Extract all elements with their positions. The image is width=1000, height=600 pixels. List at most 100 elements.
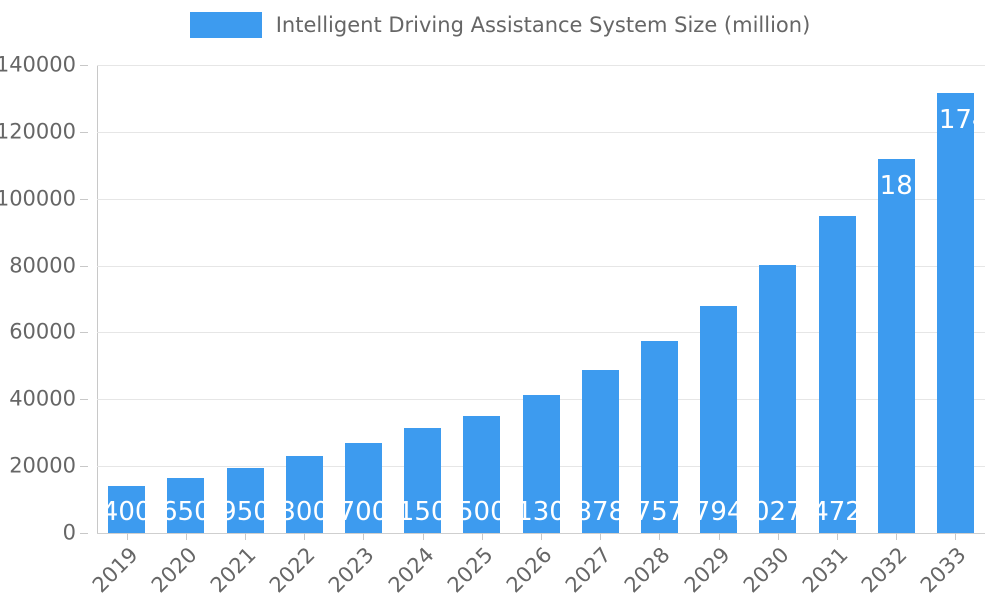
x-axis-tick-mark	[659, 533, 661, 540]
bar[interactable]: 57570	[640, 340, 678, 533]
bar-value-label: 31500	[404, 497, 442, 527]
x-axis-tick-label: 2023	[324, 542, 379, 598]
x-axis-tick-label: 2022	[264, 542, 320, 598]
bar[interactable]: 35000	[463, 416, 501, 533]
bar[interactable]: 48780	[581, 369, 619, 533]
x-axis-tick-mark	[837, 533, 839, 540]
bar-value-label: 41300	[522, 497, 560, 527]
gridline	[97, 332, 985, 334]
bar[interactable]: 41300	[522, 394, 560, 533]
legend-label: Intelligent Driving Assistance System Si…	[275, 12, 811, 37]
x-axis: 2019 2020 2021 2022 2023 2024 2025 2026 2027 2028…	[87, 533, 985, 600]
bar[interactable]: 16500	[167, 477, 205, 533]
y-axis-tick-label: 0	[62, 520, 76, 545]
x-axis-tick-label: 2029	[679, 542, 735, 598]
bar[interactable]: 131744	[936, 92, 974, 533]
x-axis-slot: 2031	[798, 533, 866, 600]
bar-slot: 48780	[571, 65, 630, 533]
bar-slot: 94722	[807, 65, 866, 533]
x-axis-tick-mark	[304, 533, 306, 540]
x-axis-slot: 2027	[561, 533, 630, 600]
y-axis-tick-label: 120000	[0, 119, 76, 144]
x-axis-slot: 2029	[679, 533, 748, 600]
x-axis-tick-mark	[896, 533, 898, 540]
bar-slot: 14000	[97, 65, 156, 533]
x-axis-slot: 2033	[916, 533, 985, 600]
bar-value-label: 23000	[285, 497, 323, 527]
x-axis-tick-label: 2025	[442, 542, 498, 598]
x-axis-tick-label: 2019	[87, 542, 143, 598]
bar-slot: 23000	[275, 65, 334, 533]
bar[interactable]: 14000	[108, 486, 146, 533]
x-axis-slot: 2030	[739, 533, 807, 600]
bar-value-label: 80270	[759, 497, 797, 527]
gridline	[97, 131, 985, 133]
y-axis-line	[97, 65, 98, 533]
x-axis-tick-label: 2030	[738, 542, 794, 598]
y-axis-tick-mark	[80, 65, 88, 66]
x-axis-slot: 2026	[502, 533, 570, 600]
bar[interactable]: 94722	[818, 216, 856, 533]
y-axis-tick-label: 100000	[0, 186, 76, 211]
bar[interactable]: 19500	[226, 467, 264, 533]
x-axis-slot: 2023	[324, 533, 393, 600]
x-axis-tick-mark	[245, 533, 246, 540]
x-axis-tick-label: 2024	[383, 542, 439, 598]
legend-swatch-icon	[189, 12, 262, 38]
legend-item[interactable]: Intelligent Driving Assistance System Si…	[189, 12, 811, 38]
y-axis-tick-mark	[80, 533, 88, 534]
bar-value-label: 57570	[640, 497, 678, 527]
bar[interactable]: 111810	[877, 159, 915, 533]
bar-slot: 27000	[334, 65, 393, 533]
y-axis-tick-mark	[80, 131, 88, 133]
y-axis-tick-label: 140000	[0, 52, 76, 77]
chart-legend: Intelligent Driving Assistance System Si…	[0, 12, 1000, 38]
gridline	[97, 265, 985, 267]
x-axis-tick-mark	[541, 533, 543, 540]
x-axis-tick-mark	[363, 533, 365, 540]
x-axis-tick-label: 2020	[146, 542, 202, 598]
y-axis-tick-mark	[80, 198, 88, 200]
bar-slot: 80270	[748, 65, 807, 533]
x-axis-tick-label: 2032	[857, 542, 912, 598]
bar[interactable]: 31500	[404, 427, 442, 533]
plot-area: 14000 16500 19500 23000 27000 31500 35000 41300…	[97, 65, 985, 534]
y-axis-tick-mark	[80, 332, 88, 334]
x-axis-tick-mark	[422, 533, 424, 540]
x-axis-tick-mark	[777, 533, 779, 540]
y-axis-tick-mark	[80, 265, 88, 267]
bar-value-label: 131744	[937, 104, 974, 135]
x-axis-tick-mark	[600, 533, 602, 540]
y-axis-tick-label: 60000	[9, 319, 76, 344]
bar[interactable]: 23000	[285, 456, 323, 533]
gridline	[97, 533, 985, 534]
bar[interactable]: 80270	[759, 264, 797, 533]
x-axis-tick-label: 2026	[501, 542, 557, 598]
bar-slot: 35000	[452, 65, 511, 533]
x-axis-tick-label: 2031	[797, 542, 853, 598]
x-axis-tick-mark	[185, 533, 187, 540]
bar-value-label: 94722	[818, 497, 856, 527]
bar-value-label: 19500	[226, 497, 264, 527]
y-axis-tick-label: 80000	[9, 253, 76, 278]
x-axis-tick-mark	[955, 533, 957, 540]
bar-value-label: 111810	[878, 171, 915, 202]
y-axis-tick-mark	[80, 466, 88, 468]
x-axis-tick-mark	[718, 533, 720, 540]
bar-value-label: 48780	[581, 497, 619, 527]
bar-value-label: 27000	[344, 497, 382, 527]
x-axis-slot: 2024	[383, 533, 452, 600]
bar-value-label: 14000	[108, 497, 146, 527]
x-axis-slot: 2032	[857, 533, 926, 600]
bar[interactable]: 27000	[344, 442, 382, 533]
bar-slot: 41300	[511, 65, 570, 533]
bar-value-label: 16500	[167, 497, 205, 527]
bar[interactable]: 67946	[700, 305, 738, 533]
x-axis-tick-label: 2027	[561, 542, 616, 598]
x-axis-tick-mark	[126, 533, 128, 540]
y-axis-tick-mark	[80, 399, 88, 401]
bar-slot: 16500	[156, 65, 215, 533]
bar-slot: 19500	[215, 65, 274, 533]
y-axis-tick-label: 20000	[9, 453, 76, 478]
